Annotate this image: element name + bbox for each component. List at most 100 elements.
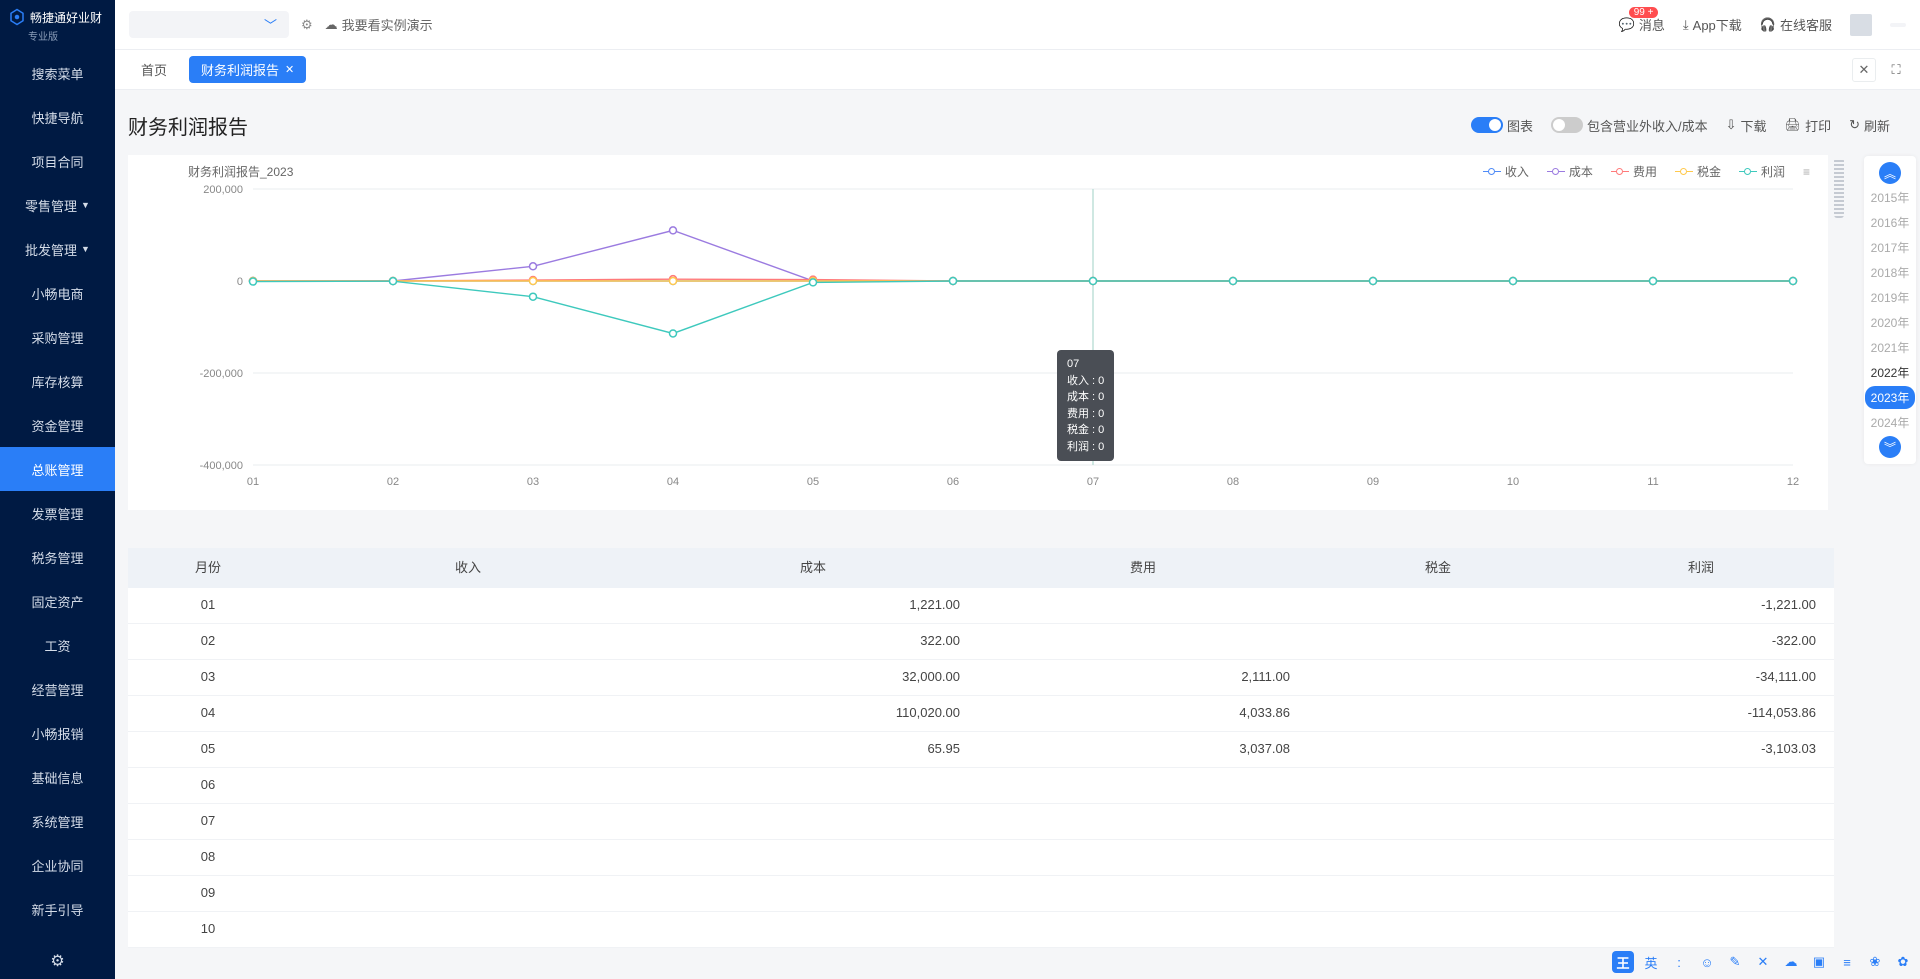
legend-item[interactable]: 费用 <box>1611 163 1657 180</box>
legend-label: 费用 <box>1633 163 1657 180</box>
data-table: 月份收入成本费用税金利润 011,221.00-1,221.0002322.00… <box>128 548 1834 948</box>
sidebar-item[interactable]: 工资 <box>0 623 115 667</box>
chart-panel: 财务利润报告_2023 收入成本费用税金利润≡ -400,000-200,000… <box>128 155 1828 510</box>
refresh-action[interactable]: ↻刷新 <box>1849 116 1890 135</box>
svg-text:05: 05 <box>807 476 819 488</box>
avatar[interactable] <box>1850 14 1872 36</box>
legend-item[interactable]: 税金 <box>1675 163 1721 180</box>
legend-label: 成本 <box>1569 163 1593 180</box>
sidebar-item[interactable]: 项目合同 <box>0 139 115 183</box>
sidebar-item[interactable]: 采购管理 <box>0 315 115 359</box>
ime-button[interactable]: 英 <box>1640 951 1662 973</box>
sidebar-item[interactable]: 税务管理 <box>0 535 115 579</box>
ime-button[interactable]: ❀ <box>1864 951 1886 973</box>
table-cell <box>648 804 978 839</box>
company-selector[interactable]: ﹀ <box>129 11 289 38</box>
table-cell: 09 <box>128 876 288 911</box>
ime-button[interactable]: ✕ <box>1752 951 1774 973</box>
download-action[interactable]: ⇩下载 <box>1726 116 1767 135</box>
ime-button[interactable]: : <box>1668 951 1690 973</box>
ime-button[interactable]: ▣ <box>1808 951 1830 973</box>
service-button[interactable]: 🎧 在线客服 <box>1760 15 1832 34</box>
table-cell <box>288 732 648 767</box>
message-badge: 99 + <box>1629 7 1659 18</box>
ime-button[interactable]: ☁ <box>1780 951 1802 973</box>
chart-toggle-group: 图表 <box>1471 116 1533 135</box>
svg-text:09: 09 <box>1367 476 1379 488</box>
table-cell <box>648 840 978 875</box>
line-chart: -400,000-200,0000200,0000102030405060708… <box>183 183 1803 493</box>
year-item[interactable]: 2017年 <box>1865 236 1916 259</box>
table-cell <box>978 876 1308 911</box>
tab-report[interactable]: 财务利润报告 ✕ <box>189 56 306 83</box>
tab-close-icon[interactable]: ✕ <box>285 63 294 76</box>
year-item[interactable]: 2021年 <box>1865 336 1916 359</box>
table-cell: 03 <box>128 660 288 695</box>
year-item[interactable]: 2015年 <box>1865 186 1916 209</box>
sidebar-item[interactable]: 批发管理▼ <box>0 227 115 271</box>
year-up-icon[interactable]: ︽ <box>1879 162 1901 184</box>
ime-button[interactable]: ☺ <box>1696 951 1718 973</box>
download-button[interactable]: ⤓ App下载 <box>1683 15 1742 34</box>
sidebar-item[interactable]: 企业协同 <box>0 843 115 887</box>
table-cell: -322.00 <box>1568 624 1834 659</box>
sidebar: 畅捷通好业财 专业版 搜索菜单快捷导航项目合同零售管理▼批发管理▼小畅电商采购管… <box>0 0 115 979</box>
sidebar-item[interactable]: 新手引导 <box>0 887 115 931</box>
header-gear-icon[interactable]: ⚙ <box>297 13 317 37</box>
table-row: 06 <box>128 768 1834 804</box>
year-item[interactable]: 2016年 <box>1865 211 1916 234</box>
sidebar-item[interactable]: 小畅报销 <box>0 711 115 755</box>
panel-drag-handle[interactable] <box>1834 158 1844 218</box>
close-all-tabs-button[interactable]: ✕ <box>1852 58 1876 82</box>
legend-item[interactable]: 利润 <box>1739 163 1785 180</box>
legend-menu-icon[interactable]: ≡ <box>1803 165 1810 179</box>
print-label: 打印 <box>1805 116 1831 135</box>
sidebar-item[interactable]: 固定资产 <box>0 579 115 623</box>
year-item[interactable]: 2019年 <box>1865 286 1916 309</box>
legend-item[interactable]: 成本 <box>1547 163 1593 180</box>
sidebar-item[interactable]: 总账管理 <box>0 447 115 491</box>
year-sidebar: ︽2015年2016年2017年2018年2019年2020年2021年2022… <box>1864 156 1916 464</box>
sidebar-item[interactable]: 零售管理▼ <box>0 183 115 227</box>
sidebar-item[interactable]: 经营管理 <box>0 667 115 711</box>
user-name[interactable] <box>1890 23 1906 27</box>
table-column-header: 月份 <box>128 548 288 588</box>
expand-button[interactable]: ⛶ <box>1884 58 1908 82</box>
svg-text:-200,000: -200,000 <box>200 368 243 380</box>
table-row: 09 <box>128 876 1834 912</box>
demo-link[interactable]: ☁ 我要看实例演示 <box>325 15 433 34</box>
sidebar-item[interactable]: 小畅电商 <box>0 271 115 315</box>
table-cell: 05 <box>128 732 288 767</box>
legend-label: 利润 <box>1761 163 1785 180</box>
messages-button[interactable]: 99 + 💬 消息 <box>1619 15 1665 34</box>
year-item[interactable]: 2022年 <box>1865 361 1916 384</box>
chart-toggle[interactable] <box>1471 117 1503 133</box>
print-action[interactable]: 🖨打印 <box>1785 116 1832 135</box>
year-item[interactable]: 2018年 <box>1865 261 1916 284</box>
sidebar-item[interactable]: 库存核算 <box>0 359 115 403</box>
ime-button[interactable]: ≡ <box>1836 951 1858 973</box>
include-toggle[interactable] <box>1551 117 1583 133</box>
year-down-icon[interactable]: ︾ <box>1879 436 1901 458</box>
sidebar-item[interactable]: 搜索菜单 <box>0 51 115 95</box>
year-item[interactable]: 2023年 <box>1865 386 1916 409</box>
page-title: 财务利润报告 <box>128 111 248 140</box>
legend-item[interactable]: 收入 <box>1483 163 1529 180</box>
year-item[interactable]: 2020年 <box>1865 311 1916 334</box>
sidebar-item[interactable]: 基础信息 <box>0 755 115 799</box>
tab-home[interactable]: 首页 <box>129 56 179 83</box>
settings-gear-icon[interactable]: ⚙ <box>0 951 115 971</box>
table-row: 0565.953,037.08-3,103.03 <box>128 732 1834 768</box>
ime-button[interactable]: ✿ <box>1892 951 1914 973</box>
year-item[interactable]: 2024年 <box>1865 411 1916 434</box>
sidebar-item[interactable]: 发票管理 <box>0 491 115 535</box>
table-cell: 2,111.00 <box>978 660 1308 695</box>
ime-button[interactable]: 王 <box>1612 951 1634 973</box>
sidebar-item[interactable]: 系统管理 <box>0 799 115 843</box>
table-cell <box>978 624 1308 659</box>
table-column-header: 费用 <box>978 548 1308 588</box>
ime-button[interactable]: ✎ <box>1724 951 1746 973</box>
table-cell: 07 <box>128 804 288 839</box>
sidebar-item[interactable]: 快捷导航 <box>0 95 115 139</box>
sidebar-item[interactable]: 资金管理 <box>0 403 115 447</box>
